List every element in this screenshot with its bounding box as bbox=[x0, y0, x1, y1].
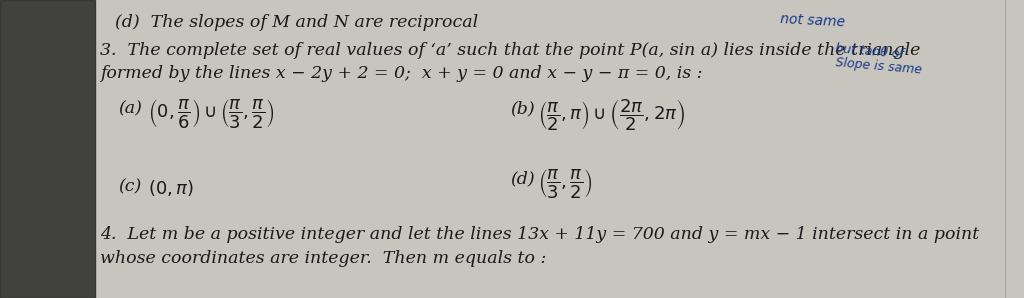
Text: Slope is same: Slope is same bbox=[835, 56, 923, 77]
Text: 4.  Let m be a positive integer and let the lines 13x + 11y = 700 and y = mx − 1: 4. Let m be a positive integer and let t… bbox=[100, 226, 979, 243]
Text: (d): (d) bbox=[510, 170, 535, 187]
Text: (d)  The slopes of M and N are reciprocal: (d) The slopes of M and N are reciprocal bbox=[115, 14, 478, 31]
Text: (a): (a) bbox=[118, 100, 142, 117]
Text: (c): (c) bbox=[118, 178, 141, 195]
Text: $\left(\dfrac{\pi}{2},\pi\right)\cup\left(\dfrac{2\pi}{2},2\pi\right)$: $\left(\dfrac{\pi}{2},\pi\right)\cup\lef… bbox=[538, 97, 685, 133]
Text: whose coordinates are integer.  Then m equals to :: whose coordinates are integer. Then m eq… bbox=[100, 250, 547, 267]
Text: but tanθ of: but tanθ of bbox=[835, 42, 904, 61]
Text: 3.  The complete set of real values of ‘a’ such that the point P(a, sin a) lies : 3. The complete set of real values of ‘a… bbox=[100, 42, 921, 59]
Text: $\left(\dfrac{\pi}{3},\dfrac{\pi}{2}\right)$: $\left(\dfrac{\pi}{3},\dfrac{\pi}{2}\rig… bbox=[538, 167, 592, 200]
Text: (b): (b) bbox=[510, 100, 535, 117]
Bar bbox=[0, 0, 95, 298]
Text: $\left(0,\dfrac{\pi}{6}\right)\cup\left(\dfrac{\pi}{3},\dfrac{\pi}{2}\right)$: $\left(0,\dfrac{\pi}{6}\right)\cup\left(… bbox=[148, 97, 274, 130]
Text: formed by the lines x − 2y + 2 = 0;  x + y = 0 and x − y − π = 0, is :: formed by the lines x − 2y + 2 = 0; x + … bbox=[100, 65, 702, 82]
Text: $(0,\pi)$: $(0,\pi)$ bbox=[148, 178, 194, 198]
Text: not same: not same bbox=[780, 12, 846, 30]
